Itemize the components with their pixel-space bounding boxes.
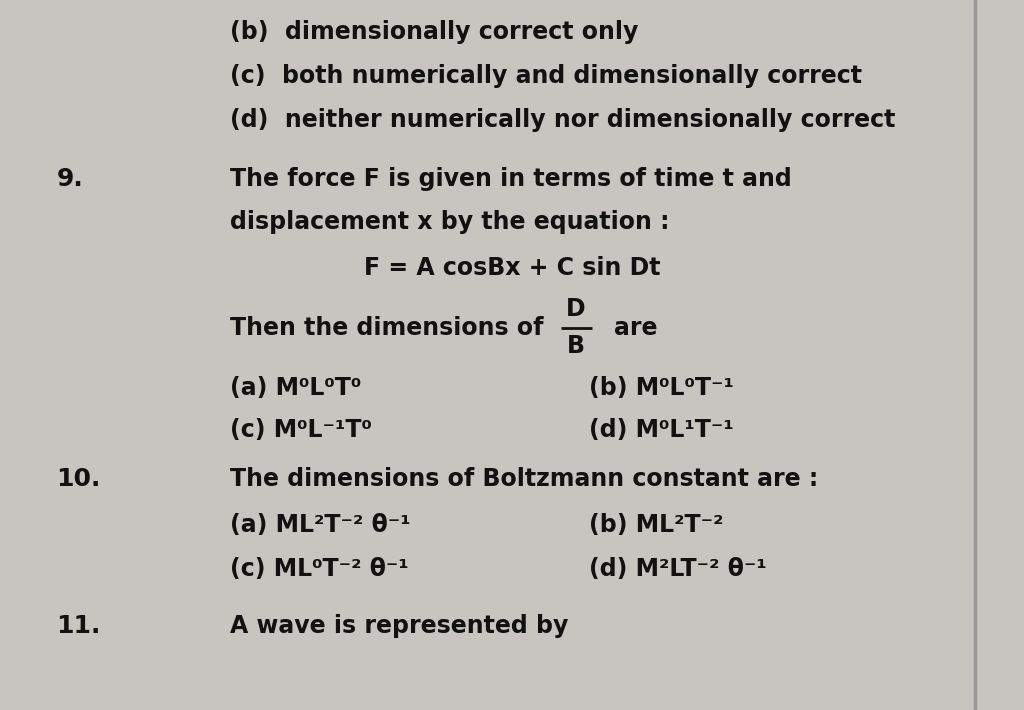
Text: D: D [565, 297, 586, 321]
Text: A wave is represented by: A wave is represented by [230, 614, 568, 638]
Text: are: are [614, 316, 657, 340]
Text: (a) ML²T⁻² θ⁻¹: (a) ML²T⁻² θ⁻¹ [230, 513, 411, 537]
Text: (d) M²LT⁻² θ⁻¹: (d) M²LT⁻² θ⁻¹ [589, 557, 767, 581]
Text: 10.: 10. [56, 467, 100, 491]
Text: The force F is given in terms of time t and: The force F is given in terms of time t … [230, 167, 793, 191]
Text: displacement x by the equation :: displacement x by the equation : [230, 209, 670, 234]
Text: (b)  dimensionally correct only: (b) dimensionally correct only [230, 20, 639, 44]
Text: 9.: 9. [56, 167, 83, 191]
Text: Then the dimensions of: Then the dimensions of [230, 316, 544, 340]
Text: (b) M⁰L⁰T⁻¹: (b) M⁰L⁰T⁻¹ [589, 376, 733, 400]
Text: F = A cosBx + C sin Dt: F = A cosBx + C sin Dt [364, 256, 660, 280]
Text: 11.: 11. [56, 614, 100, 638]
Text: B: B [566, 334, 585, 359]
Text: (d)  neither numerically nor dimensionally correct: (d) neither numerically nor dimensionall… [230, 108, 896, 132]
Text: (b) ML²T⁻²: (b) ML²T⁻² [589, 513, 723, 537]
Text: (c) ML⁰T⁻² θ⁻¹: (c) ML⁰T⁻² θ⁻¹ [230, 557, 410, 581]
Text: (a) M⁰L⁰T⁰: (a) M⁰L⁰T⁰ [230, 376, 361, 400]
Text: The dimensions of Boltzmann constant are :: The dimensions of Boltzmann constant are… [230, 467, 818, 491]
Text: (d) M⁰L¹T⁻¹: (d) M⁰L¹T⁻¹ [589, 418, 733, 442]
Text: (c) M⁰L⁻¹T⁰: (c) M⁰L⁻¹T⁰ [230, 418, 373, 442]
Text: (c)  both numerically and dimensionally correct: (c) both numerically and dimensionally c… [230, 64, 862, 88]
